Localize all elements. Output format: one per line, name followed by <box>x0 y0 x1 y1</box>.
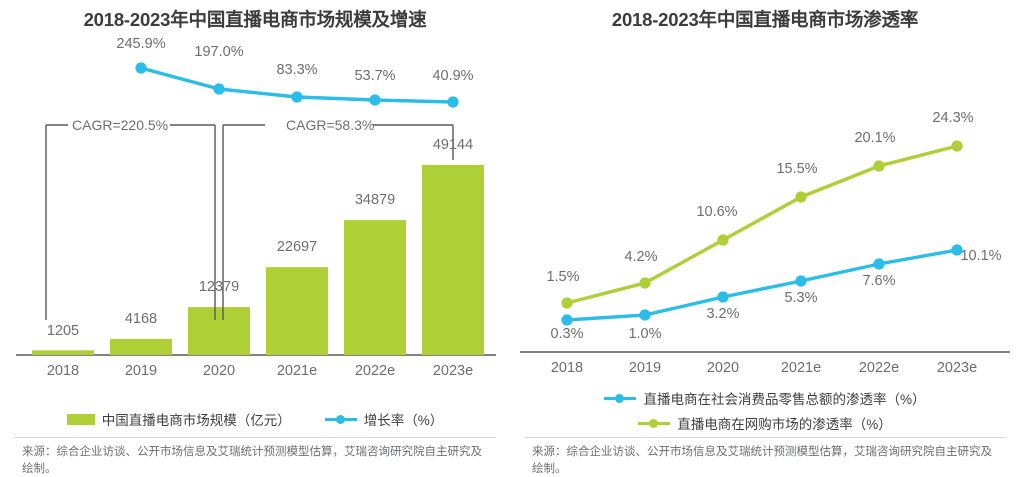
growth-point-2019 <box>135 62 147 74</box>
online-point-2019 <box>639 277 651 289</box>
online-label-2022e: 20.1% <box>854 130 896 146</box>
bar-label-2018: 1205 <box>46 323 80 339</box>
growth-point-2020 <box>213 83 225 95</box>
line-swatch-icon <box>324 414 357 425</box>
left-chart-plot <box>16 62 496 356</box>
right-source-note: 来源：综合企业访谈、公开市场信息及艾瑞统计预测模型估算，艾瑞咨询研究院自主研究及… <box>532 446 992 475</box>
growth-point-2022e <box>369 94 381 106</box>
growth-label-2021e: 83.3% <box>276 62 318 78</box>
x-label-2018: 2018 <box>550 360 584 376</box>
bar-2019 <box>110 338 172 355</box>
retail-label-2019: 1.0% <box>628 326 662 342</box>
retail-point-2018 <box>561 314 573 326</box>
retail-label-2020: 3.2% <box>706 306 740 322</box>
bar-label-2022e: 34879 <box>354 192 396 208</box>
online-point-2018 <box>561 297 573 309</box>
online-label-2019: 4.2% <box>624 249 658 265</box>
left-chart-title: 2018-2023年中国直播电商市场规模及增速 <box>83 9 427 30</box>
growth-label-2023e: 40.9% <box>432 68 474 84</box>
growth-point-2021e <box>291 91 303 103</box>
line-swatch-icon-green <box>638 418 671 429</box>
right-chart-title: 2018-2023年中国直播电商市场渗透率 <box>611 9 919 30</box>
left-chart-panel: 2018-2023年中国直播电商市场规模及增速 <box>0 0 510 475</box>
online-point-2021e <box>795 191 807 203</box>
growth-label-2019: 245.9% <box>116 36 166 52</box>
left-chart-legend: 中国直播电商市场规模（亿元） 增长率（%） <box>0 409 510 429</box>
growth-label-2020: 197.0% <box>194 44 244 60</box>
left-source-divider <box>14 437 496 438</box>
cagr-bracket-right <box>222 124 454 320</box>
bar-2021e <box>266 267 328 355</box>
retail-label-2021e: 5.3% <box>784 290 818 306</box>
cagr-label-left: CAGR=220.5% <box>72 117 169 133</box>
x-label-2020: 2020 <box>706 360 740 376</box>
online-label-2023e: 24.3% <box>932 110 974 126</box>
right-chart-legend: 直播电商在社会消费品零售总额的渗透率（%） 直播电商在网购市场的渗透率（%） <box>510 388 1020 433</box>
x-label-2022e: 2022e <box>354 363 396 379</box>
legend-label-retail-penetration: 直播电商在社会消费品零售总额的渗透率（%） <box>643 392 926 407</box>
legend-item-retail-penetration[interactable]: 直播电商在社会消费品零售总额的渗透率（%） <box>604 388 926 408</box>
legend-item-market-size[interactable]: 中国直播电商市场规模（亿元） <box>66 409 291 429</box>
online-point-2023e <box>951 140 963 152</box>
bar-2023e <box>422 164 484 355</box>
online-point-2020 <box>717 234 729 246</box>
retail-point-2021e <box>795 275 807 287</box>
online-label-2020: 10.6% <box>696 204 738 220</box>
legend-item-growth-rate[interactable]: 增长率（%） <box>324 409 444 429</box>
right-chart-panel: 2018-2023年中国直播电商市场渗透率 1.5% 4.2% 10.6 <box>510 0 1020 475</box>
x-label-2020: 2020 <box>202 363 236 379</box>
bar-swatch-icon <box>66 413 95 425</box>
retail-point-2020 <box>717 291 729 303</box>
bar-2022e <box>344 220 406 355</box>
bar-2020 <box>188 307 250 355</box>
right-source-divider <box>524 437 1006 438</box>
x-label-2019: 2019 <box>124 363 158 379</box>
retail-label-2023e: 10.1% <box>960 248 1002 264</box>
retail-point-2019 <box>639 309 651 321</box>
bar-label-2020: 12379 <box>198 279 240 295</box>
x-label-2023e: 2023e <box>432 363 474 379</box>
x-label-2022e: 2022e <box>858 360 900 376</box>
cagr-label-right: CAGR=58.3% <box>286 117 375 133</box>
legend-item-online-penetration[interactable]: 直播电商在网购市场的渗透率（%） <box>638 413 892 433</box>
legend-label-online-penetration: 直播电商在网购市场的渗透率（%） <box>677 417 892 432</box>
bar-2018 <box>32 350 94 355</box>
online-label-2021e: 15.5% <box>776 161 818 177</box>
left-source-note: 来源：综合企业访谈、公开市场信息及艾瑞统计预测模型估算，艾瑞咨询研究院自主研究及… <box>22 446 482 475</box>
growth-point-2023e <box>447 96 459 108</box>
retail-point-2022e <box>873 258 885 270</box>
growth-label-2022e: 53.7% <box>354 68 396 84</box>
retail-label-2018: 0.3% <box>550 326 584 342</box>
x-label-2021e: 2021e <box>780 360 822 376</box>
legend-label-market-size: 中国直播电商市场规模（亿元） <box>101 413 291 428</box>
bar-label-2021e: 22697 <box>276 239 318 255</box>
x-label-2018: 2018 <box>46 363 80 379</box>
x-label-2021e: 2021e <box>276 363 318 379</box>
legend-label-growth-rate: 增长率（%） <box>363 413 444 428</box>
bar-label-2023e: 49144 <box>432 137 474 153</box>
x-label-2023e: 2023e <box>936 360 978 376</box>
line-swatch-icon-blue <box>604 393 637 404</box>
x-label-2019: 2019 <box>628 360 662 376</box>
online-point-2022e <box>873 160 885 172</box>
retail-label-2022e: 7.6% <box>862 273 896 289</box>
bar-label-2019: 4168 <box>124 311 158 327</box>
online-label-2018: 1.5% <box>546 269 580 285</box>
